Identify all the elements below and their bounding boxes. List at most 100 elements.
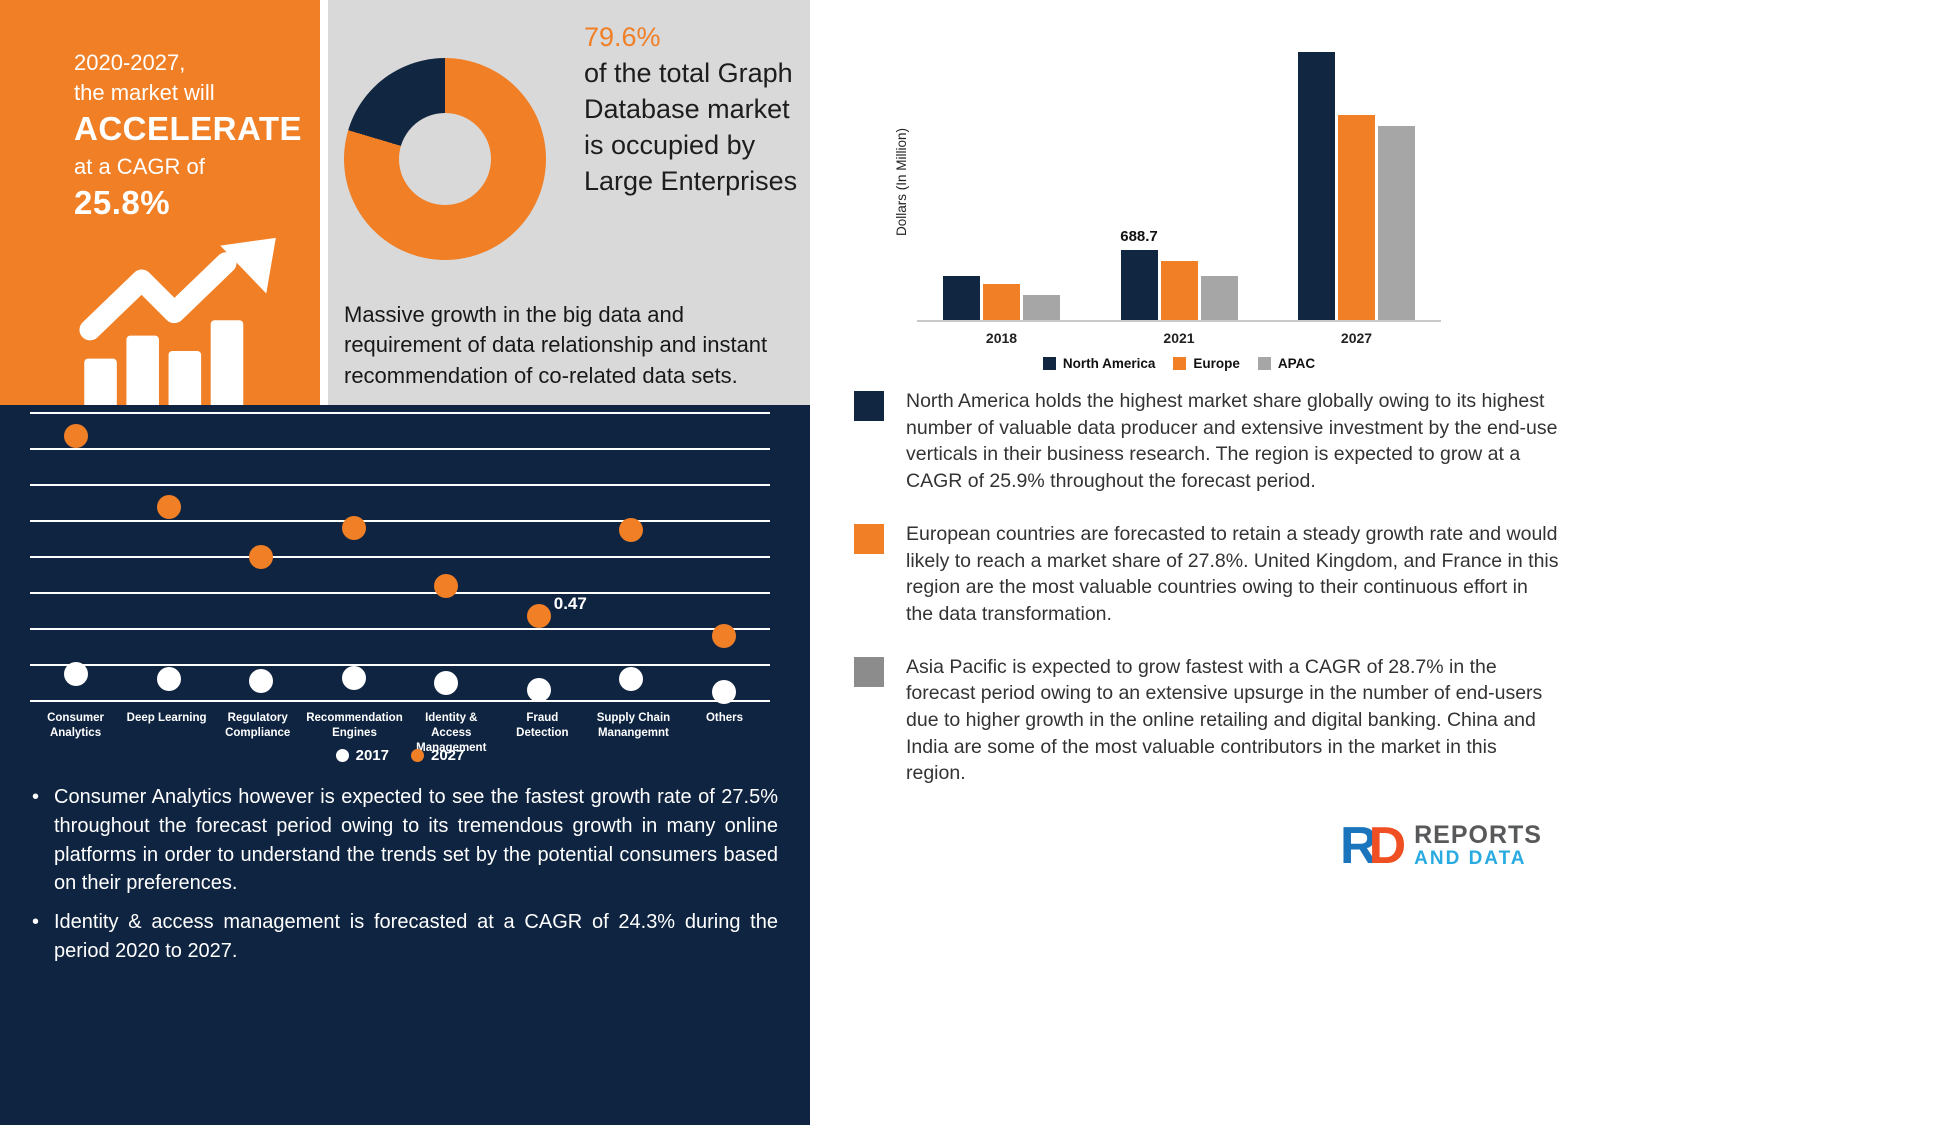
accelerate-panel: 2020-2027, the market will ACCELERATE at… (0, 0, 320, 415)
legend-swatch (1173, 357, 1187, 370)
donut-chart (344, 58, 546, 260)
gridline (30, 520, 770, 522)
insight-item: North America holds the highest market s… (854, 388, 1560, 495)
logo-wordmark: REPORTS AND DATA (1414, 822, 1542, 870)
legend-label: North America (1062, 356, 1156, 371)
data-point (711, 624, 736, 649)
legend-item: North America (1042, 356, 1156, 371)
logo-d-mark: D (1368, 817, 1407, 875)
legend-label: APAC (1277, 356, 1316, 371)
legend-swatch (1257, 357, 1271, 370)
data-point (434, 573, 459, 598)
period-text: 2020-2027, (74, 50, 186, 75)
donut-highlight-value: 79.6% (584, 22, 661, 52)
gridline (30, 556, 770, 558)
legend-swatch (335, 749, 349, 762)
bullet-list: Consumer Analytics however is expected t… (30, 783, 778, 976)
regional-column: Dollars (In Million) 688.7 2018 2021 2027 … (810, 0, 1948, 1125)
bar (1298, 52, 1335, 320)
data-point (711, 680, 736, 704)
growth-arrow-icon (78, 236, 284, 418)
dot-categories: Consumer Analytics Deep Learning Regulator… (30, 711, 770, 756)
bar-chart-main: 688.7 2018 2021 2027 North America Europe AP… (917, 42, 1441, 371)
data-point (249, 669, 274, 694)
category-label: 2021 (1163, 330, 1195, 346)
data-point (526, 678, 551, 703)
insight-item: Asia Pacific is expected to grow fastest… (854, 654, 1560, 788)
gridline (30, 628, 770, 630)
cagr-caption: at a CAGR of (74, 154, 205, 179)
gridline (30, 412, 770, 414)
data-point (619, 518, 644, 542)
legend-item: 2017 (335, 747, 389, 764)
legend-label: 2017 (355, 747, 389, 764)
legend-label: 2027 (431, 747, 465, 764)
insight-swatch (854, 391, 884, 421)
data-label: 688.7 (1120, 227, 1158, 245)
category-label: Others (705, 712, 744, 724)
gridline (30, 448, 770, 450)
category-label: Recommendation Engines (306, 712, 403, 739)
data-point (434, 671, 459, 695)
bullet-item: Consumer Analytics however is expected t… (30, 783, 778, 898)
bar (1160, 261, 1198, 320)
legend-swatch (411, 749, 424, 762)
dot-plot: 0.47 (30, 412, 770, 704)
donut-headline: of the total Graph Database market is oc… (584, 57, 798, 196)
application-panel: 0.47 Consumer Analytics Deep Learning Regu… (0, 405, 810, 1125)
gridline (30, 484, 770, 486)
legend-item: 2027 (411, 747, 464, 764)
legend-swatch (1042, 357, 1056, 370)
gridline (30, 592, 770, 594)
category-label: Regulatory Compliance (225, 712, 291, 739)
bar (1200, 276, 1238, 320)
reports-and-data-logo: R D REPORTS AND DATA (1340, 820, 1542, 872)
enterprise-share-panel: 79.6% of the total Graph Database market… (328, 0, 810, 405)
data-point (156, 494, 181, 519)
insight-swatch (854, 656, 884, 687)
bar (943, 276, 980, 320)
bar-y-axis-label: Dollars (In Million) (894, 127, 909, 237)
category-label: Fraud Detection (516, 712, 569, 739)
bar (1338, 115, 1375, 320)
insight-list: North America holds the highest market s… (854, 388, 1560, 813)
logo-r-mark: R (1340, 817, 1378, 875)
insight-text: European countries are forecasted to ret… (906, 522, 1559, 625)
data-point (526, 604, 551, 629)
gridline (30, 664, 770, 666)
bar-chart: Dollars (In Million) 688.7 2018 2021 2027 … (894, 42, 1441, 371)
cagr-value: 25.8% (74, 184, 171, 221)
bar-categories: 2018 2021 2027 (917, 330, 1441, 346)
insight-swatch (854, 523, 884, 554)
bar-plot: 688.7 (917, 42, 1441, 322)
data-point (249, 545, 274, 569)
gridline (30, 700, 770, 702)
category-label: Deep Learning (126, 712, 207, 724)
category-label: Consumer Analytics (47, 712, 104, 739)
legend-item: Europe (1173, 356, 1240, 371)
growth-driver-paragraph: Massive growth in the big data and requi… (344, 302, 768, 388)
bar-group (1298, 52, 1415, 320)
logo-reports-text: REPORTS (1414, 820, 1542, 849)
legend-item: APAC (1257, 356, 1316, 371)
bar-group: 688.7 (1120, 228, 1238, 320)
data-label: 0.47 (553, 594, 587, 614)
data-point (619, 667, 644, 692)
insight-text: North America holds the highest market s… (906, 390, 1558, 493)
bullet-item: Identity & access management is forecast… (30, 908, 778, 966)
bar (983, 283, 1020, 320)
bar: 688.7 (1120, 228, 1158, 320)
category-label: 2027 (1340, 330, 1373, 346)
accelerate-text: ACCELERATE (74, 110, 303, 147)
dot-legend: 2017 2027 (30, 747, 770, 764)
data-point (341, 516, 366, 541)
legend-label: Europe (1193, 356, 1240, 371)
category-label: 2018 (985, 330, 1018, 346)
bar-group (943, 276, 1060, 320)
category-label: Identity & Access Management (416, 712, 487, 754)
bar (1023, 294, 1060, 320)
donut-caption: 79.6% of the total Graph Database market… (584, 20, 806, 200)
market-will-text: the market will (74, 80, 215, 105)
insight-item: European countries are forecasted to ret… (854, 521, 1560, 628)
bar-legend: North America Europe APAC (917, 356, 1441, 371)
